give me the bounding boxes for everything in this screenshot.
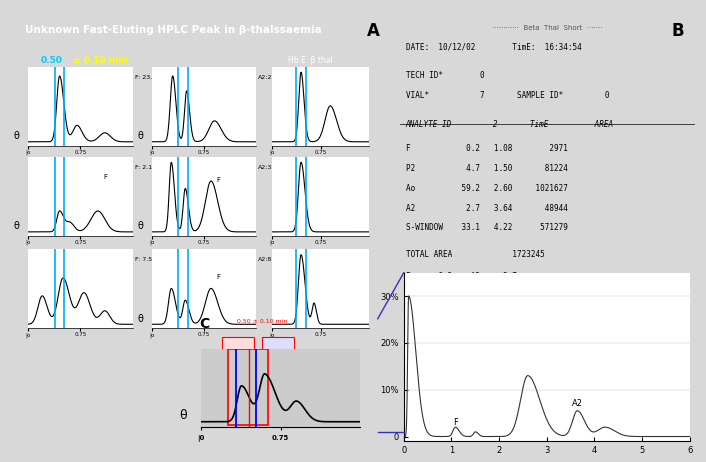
Text: F: 2.1: F: 2.1	[135, 165, 152, 170]
Text: A2:8.1: A2:8.1	[258, 257, 278, 262]
Text: A2: A2	[572, 399, 582, 408]
Text: F: F	[217, 177, 220, 183]
Bar	[262, 337, 294, 356]
Text: VIAL*           7       SAMPLE ID*         0: VIAL* 7 SAMPLE ID* 0	[406, 91, 609, 100]
Text: TOTAL AREA             1723245: TOTAL AREA 1723245	[406, 250, 544, 259]
Text: A: A	[367, 22, 380, 40]
Text: θ: θ	[13, 131, 20, 141]
Text: F      0.2%   A2     2.7%: F 0.2% A2 2.7%	[406, 272, 522, 281]
Bar	[227, 349, 268, 425]
Text: F: F	[217, 274, 220, 280]
Text: Unknown Fast-Eluting HPLC Peak in β-thalssaemia: Unknown Fast-Eluting HPLC Peak in β-thal…	[25, 25, 322, 35]
Text: B: B	[671, 22, 684, 40]
Text: Hb E  β thal: Hb E β thal	[288, 56, 333, 65]
Text: F            0.2   1.08        2971: F 0.2 1.08 2971	[406, 144, 568, 152]
Text: TECH ID*        0: TECH ID* 0	[406, 71, 484, 80]
Text: ± 0.10 min: ± 0.10 min	[73, 56, 127, 65]
Text: F: F	[104, 174, 107, 180]
Text: β thal major: β thal major	[288, 207, 335, 216]
Text: A2:23.6: A2:23.6	[258, 75, 282, 80]
Text: θ: θ	[137, 221, 143, 231]
Text: ············  Beta  Thal  Short  ·······: ············ Beta Thal Short ·······	[491, 25, 602, 31]
Text: 0.50: 0.50	[40, 56, 62, 65]
Text: ANALYTE ID         2       TimE          AREA: ANALYTE ID 2 TimE AREA	[406, 120, 614, 129]
Text: F: 7.5: F: 7.5	[135, 257, 152, 262]
Text: A2           2.7   3.64       48944: A2 2.7 3.64 48944	[406, 203, 568, 213]
Text: S-WINDOW    33.1   4.22      571279: S-WINDOW 33.1 4.22 571279	[406, 224, 568, 232]
Text: 0.50 ± 0.10 min: 0.50 ± 0.10 min	[237, 319, 287, 324]
Text: θ: θ	[13, 221, 20, 231]
Text: F: F	[453, 418, 457, 427]
Text: θ: θ	[179, 409, 186, 422]
Text: DATE:  10/12/02        TimE:  16:34:54: DATE: 10/12/02 TimE: 16:34:54	[406, 43, 582, 51]
Text: θ: θ	[137, 314, 143, 324]
Text: F: 23.1: F: 23.1	[135, 75, 156, 80]
Text: Ao          59.2   2.60     1021627: Ao 59.2 2.60 1021627	[406, 183, 568, 193]
Text: F: F	[320, 352, 330, 367]
Text: θ: θ	[137, 131, 143, 141]
Text: C: C	[199, 317, 209, 331]
Text: A2:32.6: A2:32.6	[258, 165, 282, 170]
Text: P2           4.7   1.50       81224: P2 4.7 1.50 81224	[406, 164, 568, 173]
Bar	[222, 337, 254, 356]
